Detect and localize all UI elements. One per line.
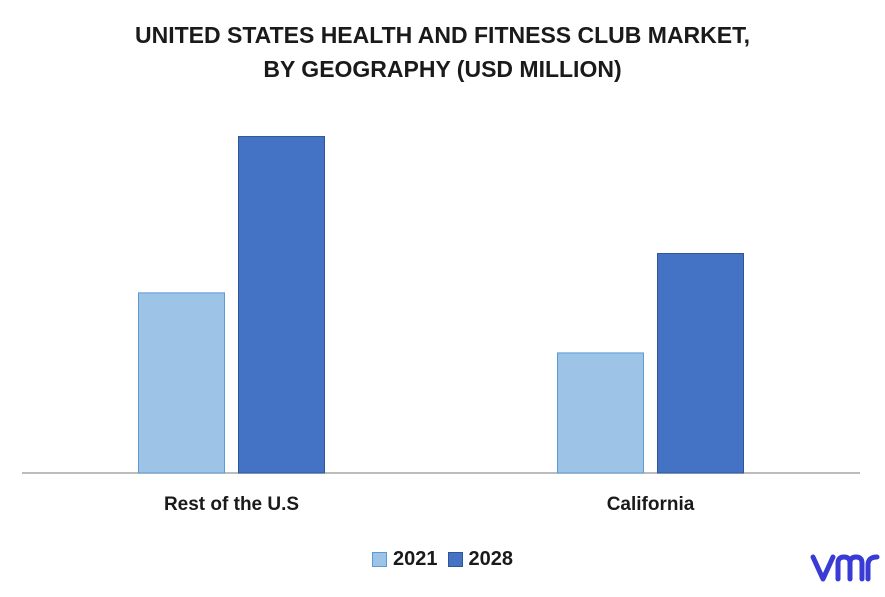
vmr-logo-icon [810,554,880,582]
legend-item-2028: 2028 [447,548,514,571]
bar-2021-california [557,352,644,474]
bar-2021-rest-of-the-u-s [138,292,225,474]
x-tick-label: California [607,494,695,515]
bar-2028-rest-of-the-u-s [238,136,325,474]
legend-item-2021: 2021 [372,548,438,571]
legend-label-2021: 2021 [393,548,438,570]
legend-swatch-2021 [372,552,387,567]
legend: 2021 2028 [0,548,885,571]
chart-title: UNITED STATES HEALTH AND FITNESS CLUB MA… [0,18,885,86]
chart-title-line-2: BY GEOGRAPHY (USD MILLION) [263,56,622,82]
legend-swatch-2028 [447,552,463,567]
bar-2028-california [657,253,744,474]
chart-title-line-1: UNITED STATES HEALTH AND FITNESS CLUB MA… [134,22,751,48]
x-tick-label: Rest of the U.S [164,494,299,515]
legend-label-2028: 2028 [468,548,514,570]
